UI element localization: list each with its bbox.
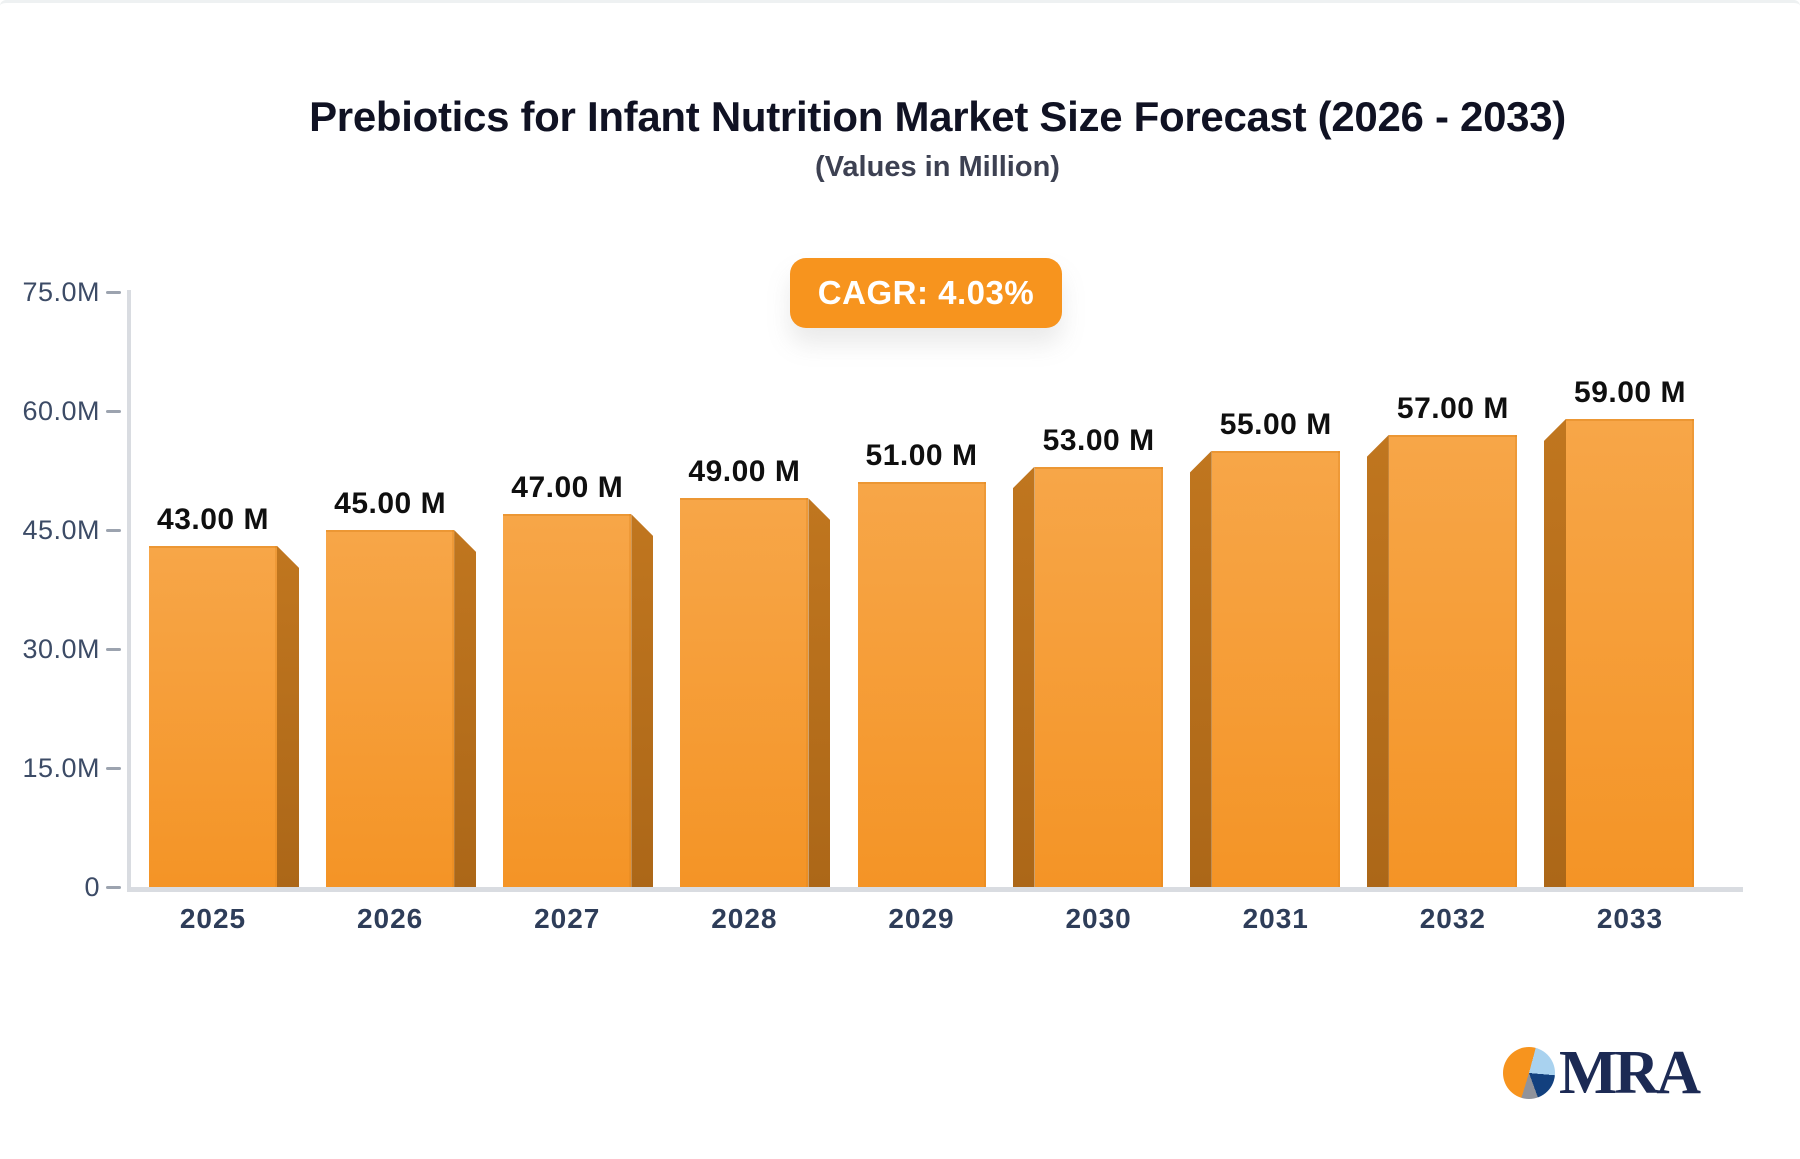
y-tick-label: 45.0M: [22, 515, 100, 545]
cagr-badge: CAGR: 4.03%: [790, 258, 1062, 328]
cagr-badge-label: CAGR: 4.03%: [817, 274, 1035, 311]
x-axis-label-2027: 2027: [534, 903, 601, 934]
x-axis-line: [127, 887, 1743, 892]
y-tick-label: 15.0M: [22, 753, 100, 783]
bar-value-label: 59.00 M: [1574, 375, 1686, 409]
logo-text: MRA: [1559, 1039, 1701, 1107]
bar-2030: [1012, 466, 1163, 887]
bar-value-label: 45.00 M: [334, 487, 447, 520]
bar-2027: [503, 514, 654, 887]
y-axis-line: [127, 290, 131, 890]
brand-logo: MRA: [1503, 1039, 1701, 1107]
bar-3d-side: [1544, 418, 1566, 887]
x-axis-label-2031: 2031: [1242, 903, 1309, 934]
pie-chart-logo-icon: [1503, 1047, 1555, 1099]
y-tick-label: 0: [84, 872, 100, 902]
x-axis-label-2033: 2033: [1596, 903, 1664, 934]
page-title: Prebiotics for Infant Nutrition Market S…: [309, 93, 1566, 140]
bar-value-label: 43.00 M: [157, 502, 269, 536]
x-axis-label-2032: 2032: [1419, 903, 1487, 934]
bar-3d-side: [1189, 450, 1212, 887]
y-tick-mark: [106, 648, 121, 651]
y-tick-mark: [106, 767, 121, 770]
bar-value-label: 53.00 M: [1042, 423, 1155, 457]
bar-chart-plot-area: 0 15.0M 30.0M 45.0M 60.0M 75.0M 43.00 M 2025 45.…: [0, 3, 1800, 1159]
x-axis-label-2026: 2026: [356, 903, 424, 934]
y-tick-label: 75.0M: [22, 277, 100, 307]
bar-value-label: 51.00 M: [865, 439, 978, 473]
x-axis-label-2030: 2030: [1065, 903, 1132, 934]
bar-3d-side: [1012, 466, 1035, 887]
bar-3d-side: [1366, 434, 1389, 887]
bar-value-label: 47.00 M: [511, 471, 624, 505]
bar-3d-side: [631, 514, 654, 887]
x-axis-label-2029: 2029: [888, 903, 955, 934]
bar-2028: [680, 498, 831, 887]
bar-2029: [857, 482, 986, 887]
y-tick-mark: [106, 291, 121, 294]
bar-value-label: 55.00 M: [1219, 407, 1332, 441]
y-tick-label: 30.0M: [22, 634, 100, 664]
bar-2032: [1366, 434, 1517, 887]
x-axis-label-2028: 2028: [711, 903, 778, 934]
bar-3d-side: [454, 530, 477, 887]
bar-2025: [149, 545, 299, 887]
bar-value-label: 57.00 M: [1396, 391, 1509, 425]
y-tick-mark: [106, 529, 121, 532]
bar-value-label: 49.00 M: [688, 455, 801, 489]
page-subtitle: (Values in Million): [815, 151, 1060, 183]
y-tick-mark: [106, 410, 121, 413]
y-tick-mark: [106, 886, 121, 889]
bar-2031: [1189, 450, 1340, 887]
bar-3d-side: [808, 498, 831, 887]
bar-2033: [1544, 418, 1694, 887]
y-tick-label: 60.0M: [22, 396, 100, 426]
bar-2026: [326, 530, 477, 887]
x-axis-label-2025: 2025: [179, 903, 247, 934]
bar-3d-side: [277, 545, 299, 887]
